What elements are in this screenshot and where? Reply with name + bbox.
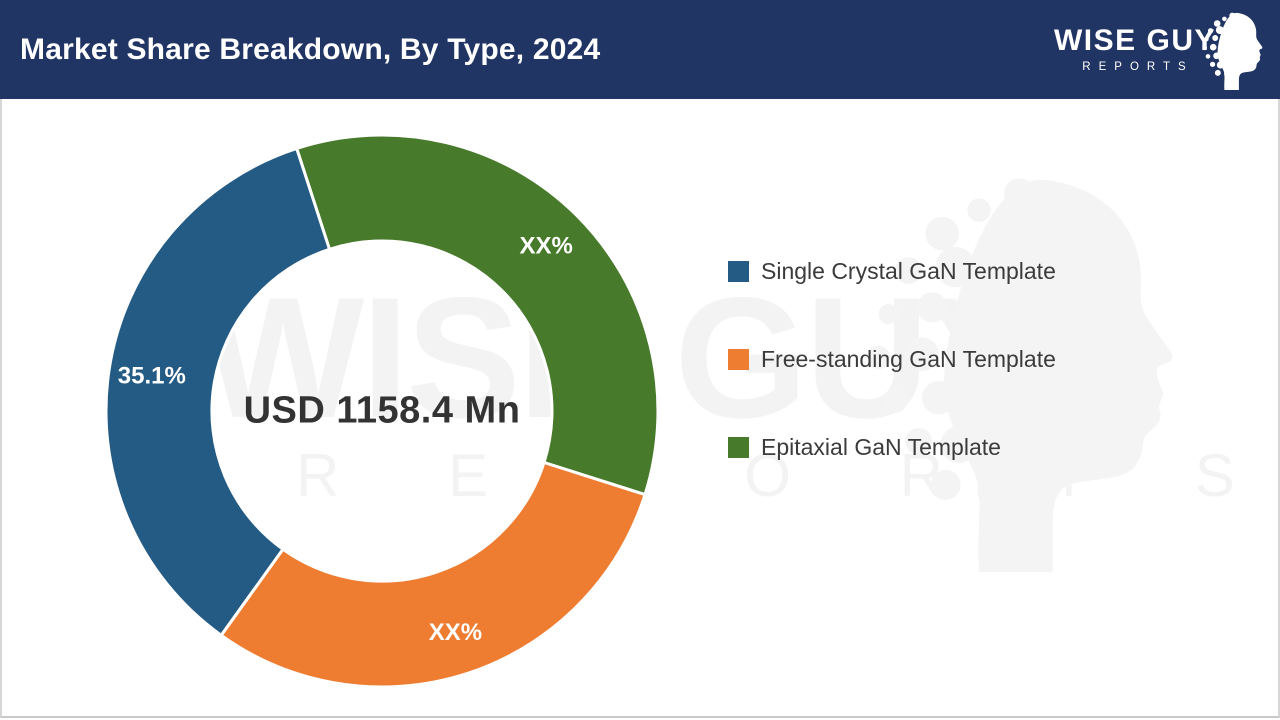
donut-slice-epitaxial-gan-template <box>295 133 660 497</box>
wise-guy-logo: WISE GUY REPORTS <box>1054 9 1264 90</box>
slice-value-label-epitaxial-gan-template: XX% <box>520 233 573 260</box>
legend-label: Single Crystal GaN Template <box>761 257 1056 284</box>
page-title: Market Share Breakdown, By Type, 2024 <box>20 32 601 66</box>
chart-center-value: USD 1158.4 Mn <box>243 389 521 432</box>
legend-item-free-standing-gan-template: Free-standing GaN Template <box>728 345 1056 372</box>
legend-swatch <box>728 260 749 282</box>
donut-slice-free-standing-gan-template <box>219 461 647 689</box>
logo-wordmark: WISE GUY <box>1053 24 1216 57</box>
chart-legend: Single Crystal GaN Template Free-standing… <box>728 257 1056 460</box>
header-bar: Market Share Breakdown, By Type, 2024 WI… <box>0 0 1280 99</box>
legend-item-single-crystal-gan-template: Single Crystal GaN Template <box>728 257 1056 284</box>
legend-item-epitaxial-gan-template: Epitaxial GaN Template <box>728 433 1056 460</box>
legend-swatch <box>728 348 749 370</box>
legend-label: Free-standing GaN Template <box>761 345 1056 372</box>
slice-value-label-single-crystal-gan-template: 35.1% <box>118 362 186 389</box>
logo-subtitle: REPORTS <box>1082 61 1194 73</box>
legend-swatch <box>728 436 749 458</box>
donut-slice-single-crystal-gan-template <box>104 147 331 637</box>
logo-text: WISE GUY REPORTS <box>1053 24 1216 74</box>
legend-label: Epitaxial GaN Template <box>761 433 1001 460</box>
slice-value-label-free-standing-gan-template: XX% <box>429 619 482 646</box>
